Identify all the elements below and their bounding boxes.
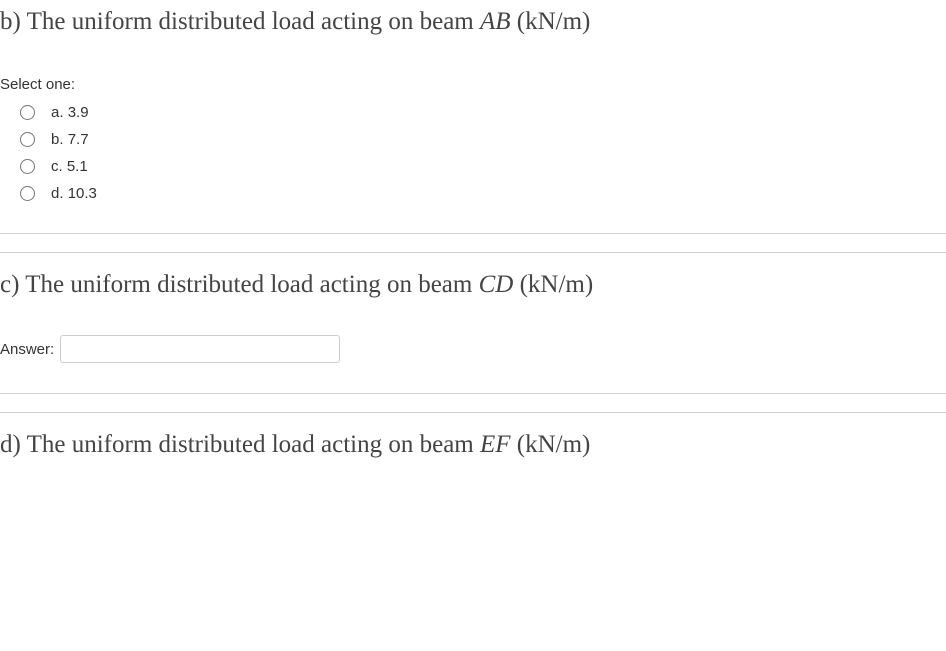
answer-c-row: Answer: [0,329,946,393]
option-value: 7.7 [68,131,89,148]
option-letter: c. [51,158,63,175]
question-d-suffix: (kN/m) [511,431,591,458]
option-c-radio[interactable] [20,159,35,174]
option-letter: b. [51,131,64,148]
option-row: c. 5.1 [20,153,946,180]
option-a-radio[interactable] [20,105,35,120]
question-c-title: c) The uniform distributed load acting o… [0,253,946,329]
option-row: b. 7.7 [20,126,946,153]
answer-c-input[interactable] [60,335,340,363]
option-row: d. 10.3 [20,180,946,207]
option-value: 5.1 [67,158,88,175]
option-letter: d. [51,185,64,202]
option-value: 10.3 [68,185,97,202]
option-b-label[interactable]: b. 7.7 [51,131,89,148]
option-d-radio[interactable] [20,186,35,201]
option-row: a. 3.9 [20,99,946,126]
option-c-label[interactable]: c. 5.1 [51,158,88,175]
question-b-options: a. 3.9 b. 7.7 c. 5.1 d. 10.3 [0,99,946,207]
option-value: 3.9 [68,104,89,121]
question-b-prefix: b) The uniform distributed load acting o… [0,8,480,35]
answer-label: Answer: [0,341,54,358]
question-d-title: d) The uniform distributed load acting o… [0,413,946,469]
question-c-prefix: c) The uniform distributed load acting o… [0,271,479,298]
question-c-beam: CD [479,271,514,298]
question-b-suffix: (kN/m) [511,8,591,35]
question-b-beam: AB [480,8,511,35]
question-c-suffix: (kN/m) [513,271,593,298]
option-letter: a. [51,104,64,121]
question-b-title: b) The uniform distributed load acting o… [0,0,946,66]
option-b-radio[interactable] [20,132,35,147]
select-one-label: Select one: [0,66,946,99]
question-d-prefix: d) The uniform distributed load acting o… [0,431,480,458]
option-a-label[interactable]: a. 3.9 [51,104,89,121]
option-d-label[interactable]: d. 10.3 [51,185,97,202]
question-d-beam: EF [480,431,511,458]
